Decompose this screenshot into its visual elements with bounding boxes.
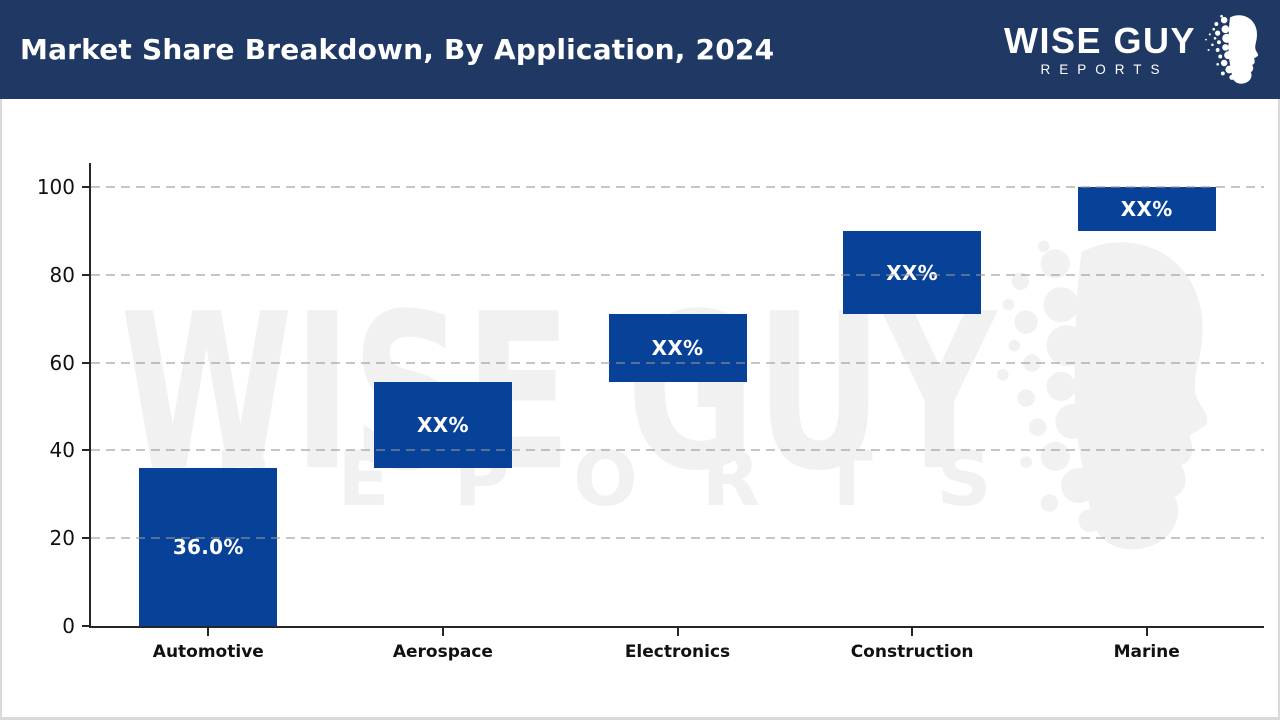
y-tick-label: 20 [49,526,75,551]
x-category-label-electronics: Electronics [624,642,731,662]
gridline-60 [91,361,1264,364]
bar-aerospace: XX% [373,382,512,468]
bar-value-label: XX% [651,336,704,361]
y-axis-line [89,163,91,628]
x-tick-mark [911,628,914,636]
y-tick-mark [82,537,91,540]
x-category-label-construction: Construction [850,642,974,662]
y-tick-label: 80 [49,262,75,287]
bar-electronics: XX% [608,314,747,383]
logo-face-icon [1205,14,1259,84]
y-tick-label: 100 [36,175,75,199]
logo-wordmark: WISE GUY [1003,19,1196,61]
gridline-100 [91,186,1264,188]
plot: 0 20 40 60 80 100 36.0% Automotive XX% Aerospace X… [2,99,1278,717]
chart-title: Market Share Breakdown, By Application, … [20,33,775,66]
x-tick-mark [207,628,210,636]
bar-construction: XX% [843,230,982,315]
y-tick-mark [82,361,91,364]
x-category-label-marine: Marine [1113,642,1180,662]
bar-value-label: XX% [886,260,938,285]
y-tick-mark [82,186,91,188]
gridline-20 [91,537,1264,540]
chart-area: WISE GUY REPORTS 0 20 40 60 80 [0,99,1280,720]
y-tick-label: 60 [49,350,75,375]
y-tick-mark [82,625,91,627]
y-tick-mark [82,273,91,276]
gridline-80 [91,273,1264,276]
x-axis-line [89,626,1264,628]
x-category-label-automotive: Automotive [152,642,264,662]
bar-automotive: 36.0% [139,467,278,626]
bar-value-label: XX% [417,413,469,438]
y-tick-label: 0 [62,614,75,638]
bar-value-label: XX% [1120,196,1173,221]
x-tick-mark [676,628,679,636]
header-bar: Market Share Breakdown, By Application, … [0,0,1280,99]
logo-subtext: REPORTS [1040,61,1169,77]
x-tick-mark [441,628,444,636]
y-tick-label: 40 [49,438,75,463]
x-tick-mark [1145,628,1148,636]
bar-marine: XX% [1077,187,1216,231]
y-tick-mark [82,449,91,452]
wise-guy-logo: WISE GUY REPORTS [1004,11,1262,89]
x-category-label-aerospace: Aerospace [392,642,493,662]
gridline-40 [91,449,1264,452]
